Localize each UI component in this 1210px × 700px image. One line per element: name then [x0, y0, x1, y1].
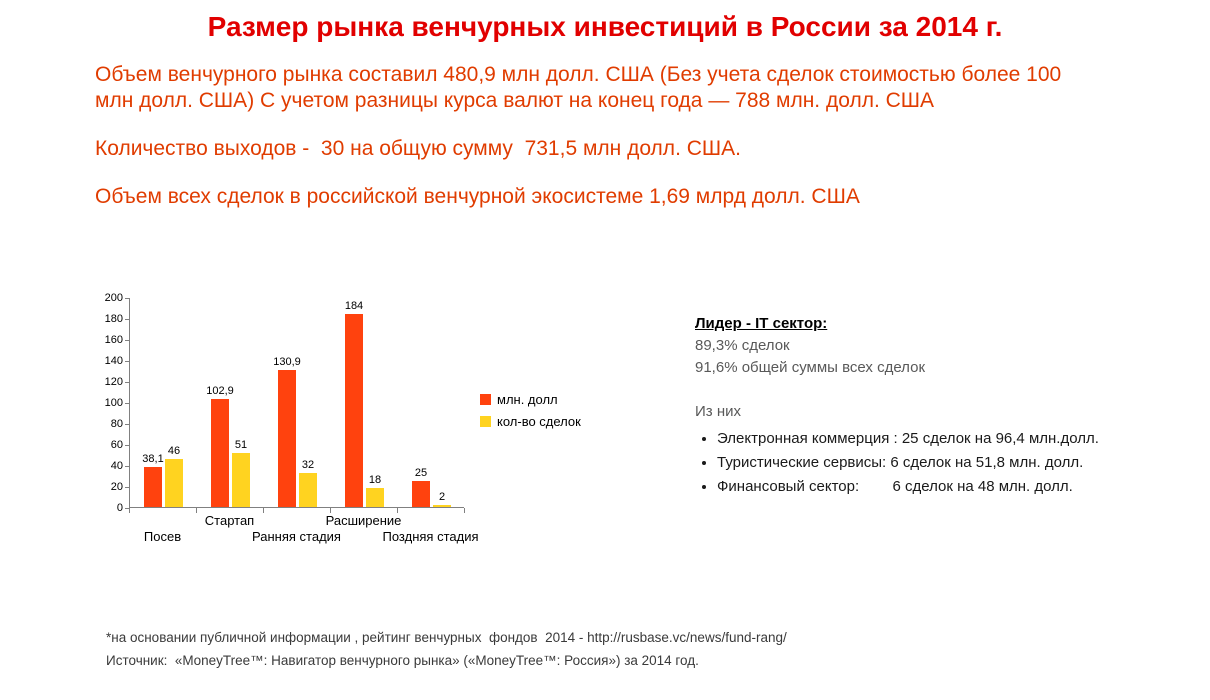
footer-note: *на основании публичной информации , рей…: [106, 630, 787, 645]
bullet-finance: Финансовый сектор: 6 сделок на 48 млн. д…: [717, 475, 1175, 499]
x-axis-tick: [129, 508, 130, 513]
bar-series2-2: 51: [232, 439, 250, 507]
bar-value-label: 102,9: [206, 385, 234, 397]
footer-source: Источник: «MoneyTree™: Навигатор венчурн…: [106, 653, 699, 668]
bar-chart: 38,1 46 102,9 51 130,9 32 184 18 25 2 млн. долл ко…: [95, 288, 581, 563]
leader-bullet-list: Электронная коммерция : 25 сделок на 96,…: [695, 427, 1175, 499]
leader-heading: Лидер - IT сектор:: [695, 315, 828, 332]
x-axis-category-label: Посев: [143, 529, 182, 544]
bar-series2-1: 46: [165, 445, 183, 507]
y-axis-tick-label: 200: [104, 292, 123, 304]
chart-legend: млн. долл кол-во сделок: [480, 392, 581, 436]
bar-value-label: 25: [414, 466, 428, 479]
y-axis-tick: [125, 466, 130, 467]
y-axis-tick: [125, 487, 130, 488]
legend-item: кол-во сделок: [480, 414, 581, 429]
paragraph-ecosystem: Объем всех сделок в российской венчурной…: [95, 185, 860, 208]
y-axis-tick: [125, 298, 130, 299]
x-axis-tick: [330, 508, 331, 513]
y-axis-tick: [125, 445, 130, 446]
bar-value-label: 46: [167, 444, 181, 457]
bar-group-3: 130,9 32: [264, 298, 331, 507]
leader-stat-sum: 91,6% общей суммы всех сделок: [695, 359, 926, 376]
y-axis-tick: [125, 361, 130, 362]
x-axis-category-label: Поздняя стадия: [382, 529, 479, 544]
x-axis-tick: [196, 508, 197, 513]
legend-swatch: [480, 394, 491, 405]
y-axis-tick-label: 40: [110, 460, 123, 472]
bar-group-5: 25 2: [398, 298, 465, 507]
bar-series1-5: 25: [412, 467, 430, 507]
bar-value-label: 51: [234, 439, 248, 452]
y-axis-tick-label: 0: [116, 502, 123, 514]
y-axis-tick-label: 20: [110, 481, 123, 493]
y-axis-tick: [125, 340, 130, 341]
y-axis-tick: [125, 424, 130, 425]
x-axis-tick: [397, 508, 398, 513]
bar-value-label: 18: [368, 474, 382, 487]
y-axis-tick: [125, 382, 130, 383]
bar-group-1: 38,1 46: [130, 298, 197, 507]
legend-label: кол-во сделок: [497, 414, 581, 429]
bullet-ecommerce: Электронная коммерция : 25 сделок на 96,…: [717, 427, 1175, 451]
y-axis-tick-label: 100: [104, 397, 123, 409]
leader-block: Лидер - IT сектор: 89,3% сделок 91,6% об…: [695, 313, 1175, 499]
legend-label: млн. долл: [497, 392, 558, 407]
y-axis-tick: [125, 403, 130, 404]
bar-value-label: 32: [301, 459, 315, 472]
bar-group-2: 102,9 51: [197, 298, 264, 507]
leader-subheading: Из них: [695, 403, 741, 420]
x-axis-category-label: Расширение: [325, 513, 402, 528]
legend-swatch: [480, 416, 491, 427]
summary-paragraphs: Объем венчурного рынка составил 480,9 мл…: [95, 62, 1100, 232]
y-axis-tick-label: 120: [104, 376, 123, 388]
bar-value-label: 184: [344, 299, 364, 312]
bar-series2-3: 32: [299, 459, 317, 507]
page-title: Размер рынка венчурных инвестиций в Росс…: [207, 11, 1003, 42]
footer: *на основании публичной информации , рей…: [106, 626, 787, 672]
chart-plot-area: 38,1 46 102,9 51 130,9 32 184 18 25 2: [129, 298, 464, 508]
bar-series1-2: 102,9: [206, 385, 234, 507]
x-axis-tick: [464, 508, 465, 513]
bar-value-label: 2: [438, 490, 446, 503]
y-axis-tick-label: 140: [104, 355, 123, 367]
bar-series1-3: 130,9: [273, 356, 301, 507]
x-axis-category-label: Ранняя стадия: [252, 529, 341, 544]
y-axis-tick: [125, 319, 130, 320]
bar-value-label: 38,1: [142, 453, 164, 465]
paragraph-exits: Количество выходов - 30 на общую сумму 7…: [95, 137, 741, 160]
y-axis-tick-label: 180: [104, 313, 123, 325]
paragraph-market-volume: Объем венчурного рынка составил 480,9 мл…: [95, 63, 1068, 112]
leader-stat-deals: 89,3% сделок: [695, 337, 790, 354]
x-axis-tick: [263, 508, 264, 513]
x-axis-category-label: Стартап: [204, 513, 255, 528]
y-axis-tick: [125, 508, 130, 509]
bar-series1-1: 38,1: [142, 453, 164, 507]
bar-group-4: 184 18: [331, 298, 398, 507]
bar-series2-5: 2: [433, 491, 451, 507]
y-axis-tick-label: 60: [110, 439, 123, 451]
legend-item: млн. долл: [480, 392, 581, 407]
bar-value-label: 130,9: [273, 355, 301, 368]
bar-series2-4: 18: [366, 474, 384, 507]
y-axis-tick-label: 80: [110, 418, 123, 430]
bullet-travel: Туристические сервисы: 6 сделок на 51,8 …: [717, 451, 1175, 475]
y-axis-tick-label: 160: [104, 334, 123, 346]
bar-series1-4: 184: [345, 300, 363, 507]
